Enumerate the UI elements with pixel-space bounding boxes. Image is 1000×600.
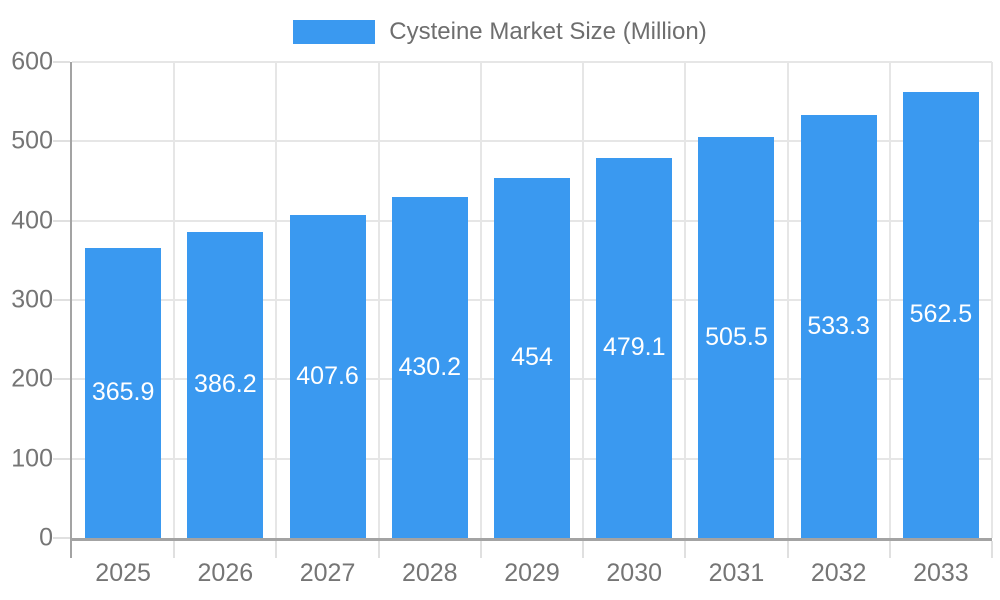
bar[interactable]: 430.2	[391, 196, 468, 538]
y-tick-mark	[53, 140, 70, 143]
bar-value-label: 562.5	[909, 300, 973, 329]
bar[interactable]: 479.1	[596, 157, 673, 538]
y-axis-label: 200	[11, 364, 53, 393]
x-axis-label: 2025	[95, 559, 151, 587]
bar[interactable]: 454	[494, 177, 570, 538]
x-axis-label: 2026	[197, 559, 254, 587]
y-axis-label: 500	[11, 126, 53, 155]
x-axis-label: 2033	[913, 559, 969, 587]
bar[interactable]: 365.9	[85, 247, 162, 538]
gridline-vertical	[786, 62, 789, 538]
legend-swatch-icon	[293, 20, 376, 44]
plot-area: 365.9 386.2 407.6 430.2 454 479.1 505.5 533.3 56…	[72, 61, 993, 538]
y-tick-mark	[53, 299, 70, 301]
y-tick-mark	[53, 537, 70, 539]
y-tick-mark	[53, 61, 70, 63]
bar-value-label: 479.1	[602, 333, 666, 362]
y-axis-label: 0	[39, 523, 53, 552]
legend-label: Cysteine Market Size (Million)	[389, 18, 707, 45]
x-axis-label: 2027	[299, 559, 356, 587]
bar-value-label: 365.9	[91, 378, 155, 407]
y-tick-mark	[53, 378, 70, 381]
y-axis-label: 300	[11, 285, 53, 314]
x-tick-mark	[888, 541, 891, 558]
gridline-vertical	[582, 62, 585, 538]
x-axis-label: 2028	[401, 559, 458, 587]
gridline-vertical	[888, 62, 891, 538]
x-axis-label: 2029	[504, 559, 560, 587]
y-axis-label: 400	[11, 206, 53, 235]
gridline-vertical	[275, 62, 278, 538]
x-axis-line	[70, 538, 992, 541]
gridline-horizontal	[72, 61, 992, 63]
x-tick-mark	[684, 541, 687, 558]
x-axis-label: 2030	[606, 559, 663, 587]
x-axis-label: 2031	[708, 559, 765, 587]
x-axis-label: 2032	[810, 559, 867, 587]
legend-item[interactable]: Cysteine Market Size (Million)	[0, 14, 1000, 50]
y-tick-mark	[53, 219, 70, 222]
bar-value-label: 533.3	[807, 311, 870, 340]
bar-value-label: 407.6	[296, 361, 359, 390]
bar-value-label: 430.2	[398, 352, 462, 381]
bar-value-label: 454	[511, 343, 553, 372]
y-axis-line	[70, 62, 72, 558]
x-tick-mark	[377, 541, 380, 558]
gridline-vertical	[173, 62, 176, 538]
gridline-vertical	[684, 62, 687, 538]
bar[interactable]: 505.5	[698, 136, 775, 538]
y-tick-mark	[53, 457, 70, 460]
bar-value-label: 505.5	[705, 322, 768, 351]
x-tick-mark	[173, 541, 176, 558]
gridline-horizontal	[72, 140, 992, 143]
gridline-vertical	[479, 62, 482, 538]
gridline-vertical	[377, 62, 380, 538]
x-tick-mark	[275, 541, 278, 558]
y-axis-label: 100	[11, 444, 53, 473]
x-tick-mark	[582, 541, 585, 558]
gridline-vertical	[991, 62, 993, 538]
x-tick-mark	[479, 541, 482, 558]
bar[interactable]: 386.2	[187, 231, 264, 538]
bar[interactable]: 533.3	[800, 114, 877, 538]
y-axis-label: 600	[11, 47, 53, 76]
bar-value-label: 386.2	[194, 370, 257, 399]
x-tick-mark	[991, 541, 993, 558]
x-tick-mark	[786, 541, 789, 558]
bar[interactable]: 562.5	[902, 91, 979, 538]
bar[interactable]: 407.6	[289, 214, 366, 538]
